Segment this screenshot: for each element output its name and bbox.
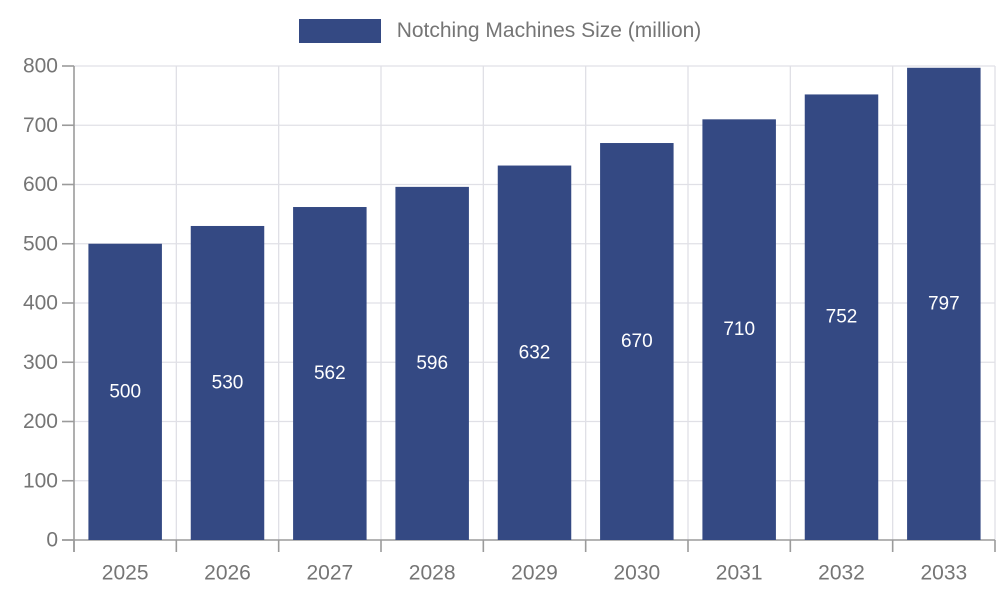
y-tick-label: 700 [23, 114, 58, 137]
bar-value-label: 562 [314, 363, 346, 384]
x-tick-label: 2027 [306, 562, 353, 585]
bar [600, 143, 674, 540]
x-tick-label: 2025 [102, 562, 149, 585]
bar [702, 119, 776, 540]
x-tick-label: 2029 [511, 562, 558, 585]
legend-label: Notching Machines Size (million) [396, 19, 702, 42]
bar [907, 67, 981, 540]
y-tick-label: 100 [23, 469, 58, 492]
bar-value-label: 530 [212, 372, 244, 393]
bar-value-label: 797 [928, 293, 960, 314]
y-tick-label: 0 [46, 529, 58, 552]
bar-value-label: 670 [621, 331, 653, 352]
x-tick-label: 2032 [818, 562, 865, 585]
y-tick-label: 600 [23, 173, 58, 196]
x-tick-label: 2026 [204, 562, 251, 585]
bar-value-label: 596 [416, 353, 448, 374]
bar [293, 207, 367, 540]
bar-value-label: 752 [826, 307, 858, 328]
x-tick-label: 2033 [920, 562, 967, 585]
bar [395, 186, 469, 540]
y-tick-label: 400 [23, 292, 58, 315]
bar-value-label: 710 [723, 319, 755, 340]
bar-value-label: 500 [109, 381, 141, 402]
legend: Notching Machines Size (million) [0, 17, 1000, 45]
legend-swatch [298, 19, 381, 43]
y-tick-label: 500 [23, 232, 58, 255]
y-tick-label: 200 [23, 410, 58, 433]
x-tick-label: 2030 [613, 562, 660, 585]
y-tick-label: 800 [23, 55, 58, 78]
bar [88, 243, 162, 540]
x-tick-label: 2031 [716, 562, 763, 585]
bar-value-label: 632 [519, 342, 551, 363]
y-tick-label: 300 [23, 351, 58, 374]
bar [190, 225, 265, 540]
x-tick-label: 2028 [409, 562, 456, 585]
bar [804, 94, 879, 540]
bar [497, 165, 572, 541]
